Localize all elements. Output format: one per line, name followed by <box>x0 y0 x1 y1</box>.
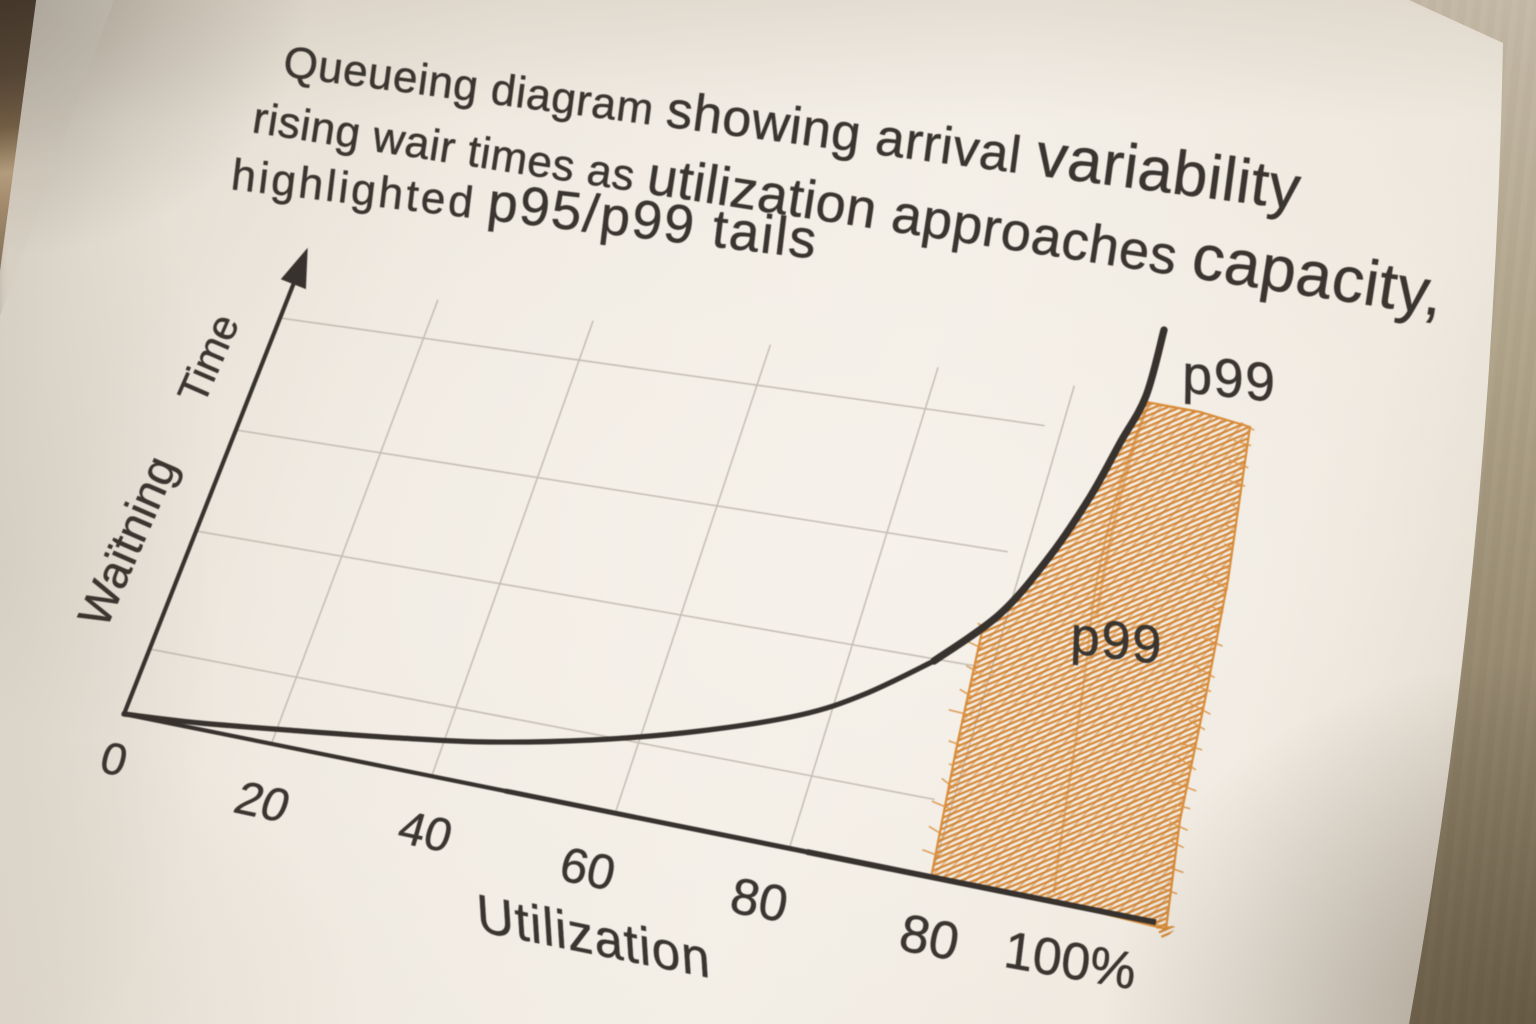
svg-text:Waïtning: Waïtning <box>67 448 186 634</box>
svg-text:60: 60 <box>555 837 620 901</box>
svg-text:p99: p99 <box>1182 344 1277 414</box>
svg-text:Time: Time <box>168 307 248 410</box>
svg-text:80: 80 <box>895 903 964 972</box>
svg-text:0: 0 <box>95 732 133 786</box>
svg-text:p99: p99 <box>1070 606 1164 676</box>
svg-text:100%: 100% <box>1001 921 1139 1002</box>
svg-text:20: 20 <box>228 772 297 833</box>
svg-text:Utilization: Utilization <box>475 883 713 990</box>
svg-text:variability: variability <box>1032 120 1305 223</box>
svg-text:40: 40 <box>393 800 459 862</box>
svg-text:capacity,: capacity, <box>1188 220 1449 330</box>
svg-text:80: 80 <box>726 866 793 933</box>
